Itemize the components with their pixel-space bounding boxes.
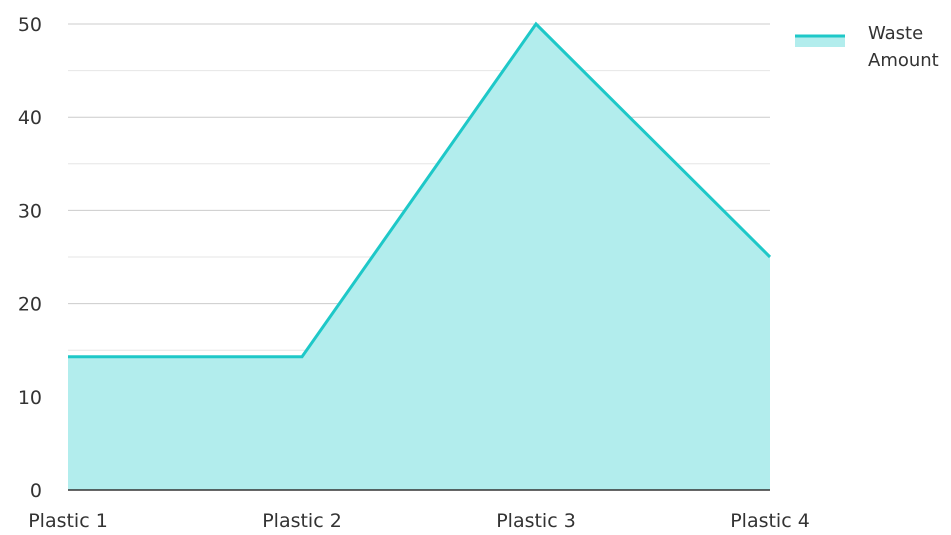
legend-label: Waste Amount — [868, 23, 939, 71]
y-tick-label: 10 — [18, 387, 42, 409]
x-tick-label: Plastic 4 — [730, 510, 810, 531]
legend-label-line: Waste — [868, 23, 923, 44]
series-area — [68, 24, 770, 490]
axes: 0 10 20 30 40 50 Plastic 1 Plastic 2 Plastic 3 Pl… — [18, 14, 810, 532]
legend-label-line: Amount — [868, 50, 939, 71]
x-tick-label: Plastic 3 — [496, 510, 576, 531]
y-tick-label: 40 — [18, 107, 42, 129]
y-tick-label: 20 — [18, 294, 42, 316]
x-tick-label: Plastic 1 — [28, 510, 108, 531]
legend: Waste Amount — [795, 23, 939, 71]
y-tick-label: 30 — [18, 200, 42, 222]
y-tick-label: 0 — [30, 480, 42, 502]
legend-swatch-fill — [795, 36, 845, 47]
y-tick-label: 50 — [18, 14, 42, 36]
x-tick-label: Plastic 2 — [262, 510, 342, 531]
series-line — [68, 21, 772, 359]
plot-area — [68, 21, 772, 490]
